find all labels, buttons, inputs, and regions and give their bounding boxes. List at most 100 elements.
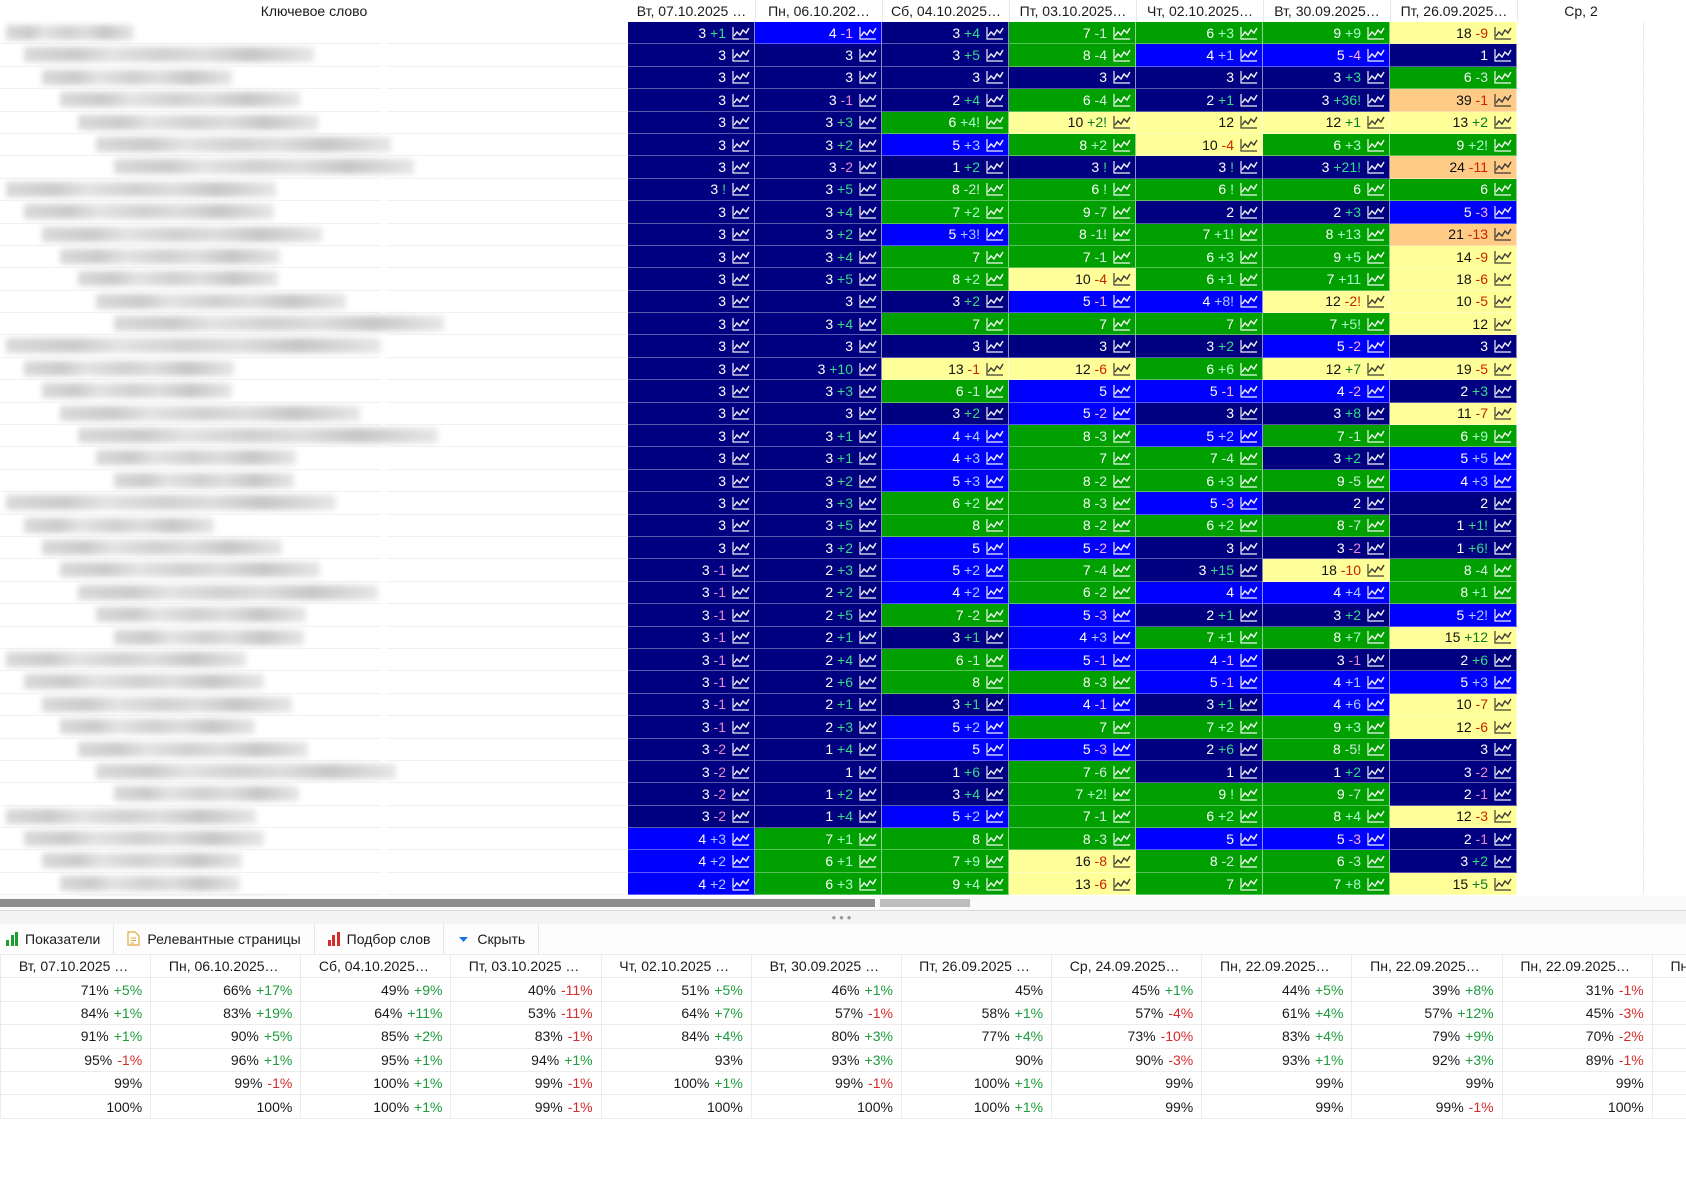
sparkline-icon[interactable] (1112, 271, 1132, 287)
sparkline-icon[interactable] (731, 876, 751, 892)
sparkline-icon[interactable] (858, 316, 878, 332)
rank-cell[interactable]: 7 -1 (1009, 22, 1136, 45)
rank-cell[interactable]: 5 -3 (1390, 201, 1517, 224)
rank-cell[interactable]: 8 -2! (882, 178, 1009, 202)
rank-cell[interactable]: 4 +1 (1263, 671, 1390, 694)
sparkline-icon[interactable] (1112, 361, 1132, 377)
sparkline-icon[interactable] (858, 696, 878, 712)
rank-cell[interactable]: 3 (628, 268, 755, 291)
sparkline-icon[interactable] (1239, 69, 1259, 85)
sparkline-icon[interactable] (858, 361, 878, 377)
rank-cell[interactable]: 3 +3 (755, 380, 882, 403)
rank-cell[interactable]: 7 -1 (1263, 425, 1390, 448)
sparkline-icon[interactable] (731, 181, 751, 197)
sparkline-icon[interactable] (1239, 271, 1259, 287)
sparkline-icon[interactable] (1239, 137, 1259, 153)
sparkline-icon[interactable] (731, 607, 751, 623)
sparkline-icon[interactable] (1239, 495, 1259, 511)
rank-cell[interactable]: 3 -2 (628, 738, 755, 761)
sparkline-icon[interactable] (1239, 540, 1259, 556)
sparkline-icon[interactable] (731, 92, 751, 108)
rank-cell[interactable]: 3 -2 (628, 805, 755, 829)
sparkline-icon[interactable] (985, 92, 1005, 108)
rank-cell[interactable]: 3 (1136, 66, 1263, 90)
sparkline-icon[interactable] (858, 853, 878, 869)
sparkline-icon[interactable] (1493, 450, 1513, 466)
scrollbar-thumb[interactable] (0, 899, 875, 907)
rank-cell[interactable]: 4 -1 (755, 22, 882, 45)
rank-cell[interactable]: 9 -7 (1263, 783, 1390, 806)
rank-cell[interactable]: 3 -2 (628, 760, 755, 784)
rank-cell[interactable]: 4 +8! (1136, 290, 1263, 314)
sparkline-icon[interactable] (1366, 562, 1386, 578)
rank-cell[interactable]: 1 +1! (1390, 514, 1517, 537)
rank-cell[interactable]: 4 +2 (628, 850, 755, 873)
rank-cell[interactable]: 6 -1 (882, 380, 1009, 403)
sparkline-icon[interactable] (985, 316, 1005, 332)
rank-cell[interactable]: 3 (755, 402, 882, 426)
rank-cell[interactable]: 8 -2 (1009, 514, 1136, 537)
sparkline-icon[interactable] (1493, 741, 1513, 757)
rank-cell[interactable]: 3 (628, 290, 755, 314)
sparkline-icon[interactable] (1493, 137, 1513, 153)
rank-cell[interactable]: 3 (1390, 738, 1517, 761)
rank-cell[interactable]: 12 (1390, 313, 1517, 336)
rank-cell[interactable]: 7 -2 (882, 604, 1009, 627)
rank-cell[interactable]: 8 -4 (1009, 44, 1136, 67)
sparkline-icon[interactable] (1493, 316, 1513, 332)
sparkline-icon[interactable] (731, 69, 751, 85)
toolbar-button-2[interactable]: Релевантные страницы (114, 924, 315, 954)
sparkline-icon[interactable] (1366, 137, 1386, 153)
toolbar-button-1[interactable]: Показатели (0, 924, 115, 954)
sparkline-icon[interactable] (985, 405, 1005, 421)
sparkline-icon[interactable] (1493, 69, 1513, 85)
rank-cell[interactable]: 3 +2 (882, 402, 1009, 426)
sparkline-icon[interactable] (1112, 831, 1132, 847)
sparkline-icon[interactable] (1366, 808, 1386, 824)
sparkline-icon[interactable] (985, 450, 1005, 466)
rank-cell[interactable]: 6 -3 (1263, 850, 1390, 873)
sparkline-icon[interactable] (1366, 495, 1386, 511)
rank-cell[interactable]: 2 +6 (1390, 648, 1517, 672)
sparkline-icon[interactable] (1493, 853, 1513, 869)
rank-cell[interactable]: 18 -6 (1390, 268, 1517, 291)
sparkline-icon[interactable] (858, 652, 878, 668)
rank-cell[interactable]: 5 -3 (1136, 492, 1263, 515)
sparkline-icon[interactable] (1239, 607, 1259, 623)
visibility-column-header[interactable]: Пт, 03.10.2025 … (450, 954, 602, 979)
rank-cell[interactable]: 6 -1 (882, 648, 1009, 672)
sparkline-icon[interactable] (858, 226, 878, 242)
sparkline-icon[interactable] (1493, 876, 1513, 892)
rank-cell[interactable]: 7 -4 (1136, 447, 1263, 470)
rank-cell[interactable]: 5 -1 (1136, 671, 1263, 694)
sparkline-icon[interactable] (1239, 293, 1259, 309)
sparkline-icon[interactable] (858, 405, 878, 421)
grid-column-header[interactable]: Вт, 07.10.2025 … (628, 0, 755, 22)
sparkline-icon[interactable] (731, 584, 751, 600)
sparkline-icon[interactable] (1112, 405, 1132, 421)
rank-cell[interactable]: 3 +2 (1263, 604, 1390, 627)
rank-cell[interactable]: 6 -4 (1009, 89, 1136, 112)
rank-cell[interactable]: 4 -1 (1009, 693, 1136, 717)
sparkline-icon[interactable] (1493, 831, 1513, 847)
sparkline-icon[interactable] (731, 316, 751, 332)
sparkline-icon[interactable] (985, 652, 1005, 668)
sparkline-icon[interactable] (858, 808, 878, 824)
rank-cell[interactable]: 3 +3 (755, 492, 882, 515)
sparkline-icon[interactable] (1493, 517, 1513, 533)
visibility-column-header[interactable]: Пн, 22.09.2025… (1201, 954, 1353, 979)
rank-cell[interactable]: 16 -8 (1009, 850, 1136, 873)
sparkline-icon[interactable] (1493, 764, 1513, 780)
keyword-row[interactable] (0, 604, 628, 627)
rank-cell[interactable]: 14 -9 (1390, 245, 1517, 269)
rank-cell[interactable]: 12 -3 (1390, 805, 1517, 829)
sparkline-icon[interactable] (858, 517, 878, 533)
rank-cell[interactable]: 1 (1390, 44, 1517, 67)
sparkline-icon[interactable] (1366, 517, 1386, 533)
sparkline-icon[interactable] (1239, 47, 1259, 63)
sparkline-icon[interactable] (731, 764, 751, 780)
sparkline-icon[interactable] (1493, 808, 1513, 824)
keyword-row[interactable] (0, 67, 628, 90)
rank-cell[interactable]: 3 (628, 133, 755, 157)
sparkline-icon[interactable] (731, 629, 751, 645)
